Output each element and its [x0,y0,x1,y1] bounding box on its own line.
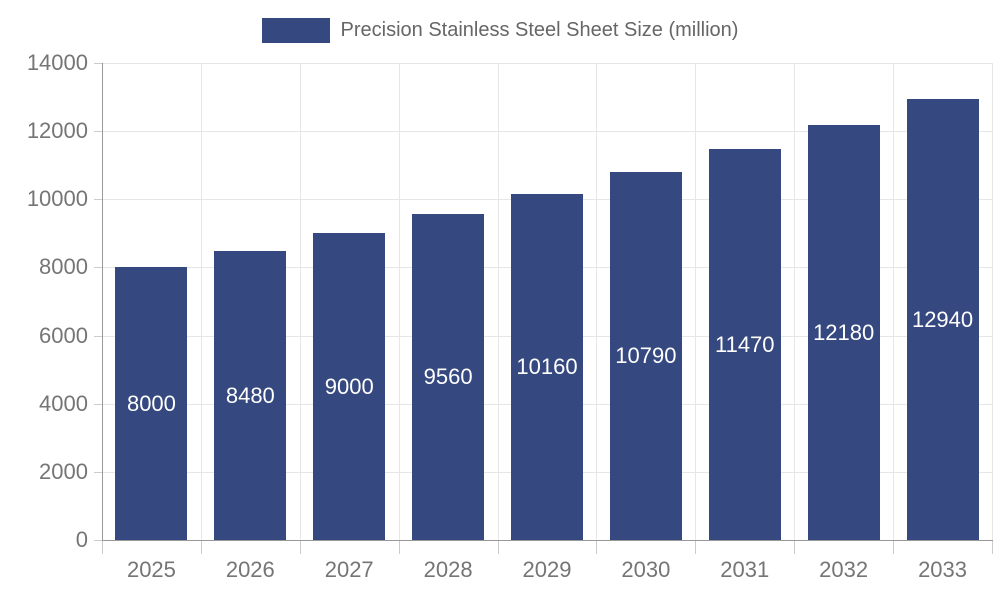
bar-value-label: 10790 [615,343,677,369]
x-axis-label: 2025 [126,557,176,582]
v-gridline [398,63,400,540]
y-axis-label: 8000 [39,254,88,280]
y-axis-line [102,63,103,540]
x-axis-tick [695,540,697,554]
bar-2028[interactable] [412,214,485,540]
y-axis-label: 2000 [39,458,88,484]
bar-2030[interactable] [609,172,682,540]
bar-value-label: 9560 [423,364,473,390]
x-axis-tick [299,540,301,554]
y-axis-label: 10000 [26,186,88,212]
x-axis-label: 2033 [918,557,968,582]
bar-value-label: 12940 [911,306,974,332]
v-gridline [695,63,697,540]
y-axis-label: 6000 [39,322,88,348]
y-axis-tick [94,199,102,201]
h-gridline [102,131,993,133]
y-axis-tick [94,540,102,541]
v-gridline [794,63,796,540]
v-gridline [893,63,895,540]
y-axis-tick [94,403,102,405]
legend-label: Precision Stainless Steel Sheet Size (mi… [340,18,739,41]
x-axis-label: 2028 [423,557,473,582]
legend-swatch [261,17,330,43]
v-gridline [299,63,301,540]
legend[interactable]: Precision Stainless Steel Sheet Size (mi… [0,14,1000,46]
bar-2029[interactable] [511,193,583,540]
v-gridline [200,63,202,540]
y-axis-tick [94,131,102,133]
x-axis-tick [398,540,400,554]
y-axis-label: 0 [75,527,88,552]
y-axis-tick [94,267,102,269]
y-axis-tick [94,471,102,473]
y-axis-tick [94,335,102,337]
v-gridline [596,63,598,540]
x-axis-tick [596,540,598,554]
x-axis-label: 2032 [819,557,869,582]
x-axis-label: 2031 [720,557,770,582]
y-axis-label: 12000 [26,118,88,144]
v-gridline [497,63,499,540]
x-axis-line [102,540,993,541]
x-axis-tick [102,540,103,554]
bar-value-label: 9000 [324,373,374,399]
bar-value-label: 8480 [225,382,275,408]
x-axis-tick [497,540,499,554]
bar-2031[interactable] [708,149,781,540]
x-axis-tick [200,540,202,554]
x-axis-label: 2027 [324,557,374,582]
bar-value-label: 12180 [813,319,875,345]
bar-2032[interactable] [807,125,880,540]
bar-value-label: 8000 [126,390,176,416]
x-axis-tick [893,540,895,554]
bar-2025[interactable] [115,267,188,540]
x-axis-tick [794,540,796,554]
x-axis-label: 2026 [225,557,275,582]
v-gridline [992,63,993,540]
bar-2027[interactable] [313,233,386,540]
bar-2033[interactable] [906,99,979,540]
x-axis-label: 2029 [522,557,572,582]
x-axis-label: 2030 [621,557,671,582]
y-axis-label: 14000 [26,50,88,75]
bar-value-label: 11470 [714,331,775,357]
h-gridline [102,63,993,64]
x-axis-tick [992,540,993,554]
y-axis-label: 4000 [39,390,88,416]
bar-2026[interactable] [214,251,287,540]
y-axis-tick [94,63,102,64]
bar-value-label: 10160 [516,353,578,379]
